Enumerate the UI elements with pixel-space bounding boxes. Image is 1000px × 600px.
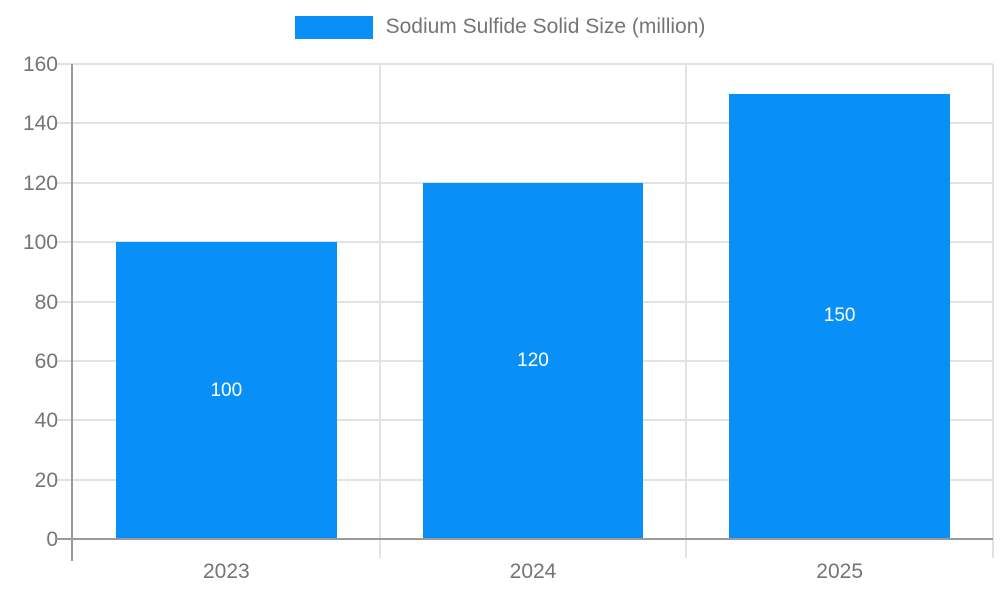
y-tick-mark xyxy=(55,478,73,481)
x-tick-mark xyxy=(378,539,381,558)
y-tick-label: 120 xyxy=(22,171,58,195)
x-tick-label: 2025 xyxy=(816,560,864,583)
y-tick-mark xyxy=(55,241,73,244)
y-tick-label: 60 xyxy=(34,349,58,373)
bar-value-label: 120 xyxy=(517,349,549,371)
legend[interactable]: Sodium Sulfide Solid Size (million) xyxy=(0,14,1000,40)
bar-value-label: 150 xyxy=(823,305,856,327)
x-tick-mark xyxy=(685,539,688,558)
y-tick-mark xyxy=(55,122,73,125)
y-tick-label: 40 xyxy=(34,409,58,433)
y-tick-mark xyxy=(55,300,73,303)
x-axis-line xyxy=(55,538,993,540)
gridline-horizontal xyxy=(73,63,993,65)
y-tick-label: 160 xyxy=(22,53,58,76)
y-tick-mark xyxy=(55,359,73,362)
gridline-vertical xyxy=(992,64,994,539)
legend-swatch[interactable] xyxy=(294,15,373,39)
bar-value-label: 100 xyxy=(210,379,243,401)
y-tick-label: 140 xyxy=(22,112,58,136)
bar[interactable] xyxy=(729,93,951,538)
x-tick-mark xyxy=(992,539,994,558)
y-axis-line xyxy=(71,64,73,561)
x-tick-label: 2024 xyxy=(509,560,557,583)
legend-label[interactable]: Sodium Sulfide Solid Size (million) xyxy=(385,15,706,38)
x-tick-label: 2023 xyxy=(202,560,250,583)
bar[interactable] xyxy=(422,182,644,538)
y-tick-mark xyxy=(55,181,73,184)
y-tick-label: 20 xyxy=(34,468,58,492)
y-tick-label: 0 xyxy=(46,528,58,551)
y-tick-mark xyxy=(55,63,73,65)
gridline-horizontal xyxy=(73,122,993,125)
y-tick-label: 100 xyxy=(22,231,58,255)
y-tick-mark xyxy=(55,419,73,422)
gridline-vertical xyxy=(685,64,688,539)
bar[interactable] xyxy=(115,242,337,538)
y-tick-label: 80 xyxy=(34,290,58,314)
gridline-vertical xyxy=(378,64,381,539)
